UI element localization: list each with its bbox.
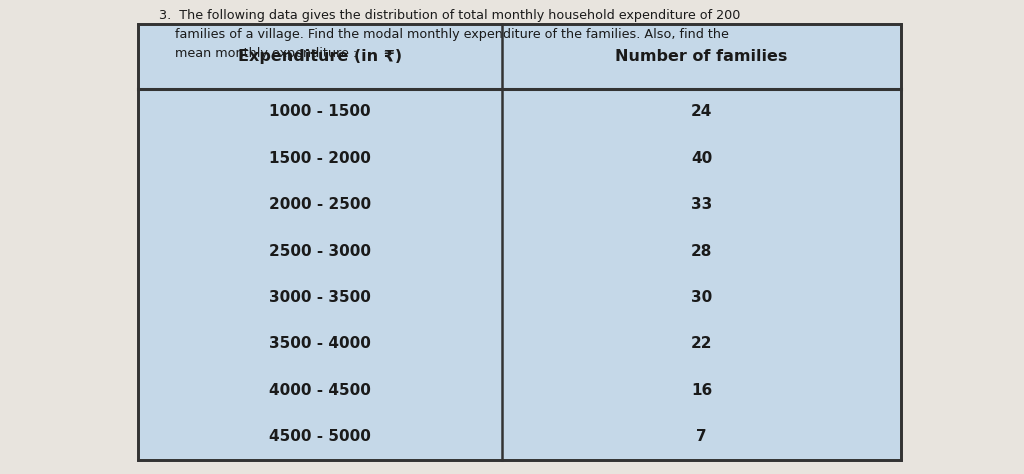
Text: 7: 7: [696, 429, 707, 444]
Text: 28: 28: [691, 244, 712, 258]
Text: 16: 16: [691, 383, 712, 398]
Text: 4500 - 5000: 4500 - 5000: [269, 429, 371, 444]
Text: 1000 - 1500: 1000 - 1500: [269, 104, 371, 119]
Text: 1500 - 2000: 1500 - 2000: [269, 151, 371, 166]
Text: Number of families: Number of families: [615, 49, 787, 64]
Text: 3500 - 4000: 3500 - 4000: [269, 336, 371, 351]
Text: 30: 30: [691, 290, 712, 305]
Text: 22: 22: [691, 336, 712, 351]
Text: 40: 40: [691, 151, 712, 166]
Bar: [138, 24, 901, 460]
Text: 2000 - 2500: 2000 - 2500: [269, 197, 371, 212]
Text: 3000 - 3500: 3000 - 3500: [269, 290, 371, 305]
Text: 33: 33: [691, 197, 712, 212]
Text: Expenditure (in ₹): Expenditure (in ₹): [238, 49, 402, 64]
Text: 3.  The following data gives the distribution of total monthly household expendi: 3. The following data gives the distribu…: [159, 9, 740, 61]
Text: 24: 24: [691, 104, 712, 119]
Text: 2500 - 3000: 2500 - 3000: [269, 244, 371, 258]
Text: 4000 - 4500: 4000 - 4500: [269, 383, 371, 398]
